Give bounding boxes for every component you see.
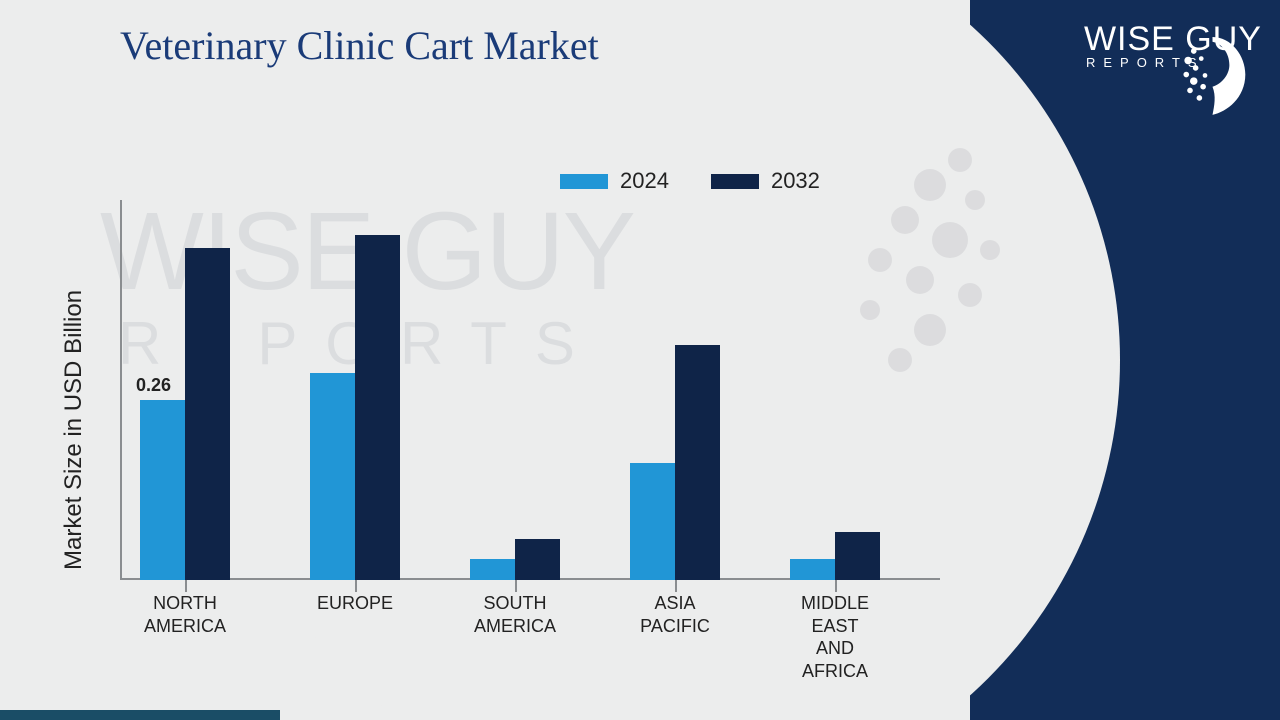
bar-series2 [515,539,560,580]
bar-group [790,532,880,580]
bar-series1 [140,400,185,580]
category-label: MIDDLEEASTANDAFRICA [760,592,910,682]
bar-series1 [790,559,835,580]
category-label: EUROPE [280,592,430,615]
chart-legend: 2024 2032 [560,168,820,194]
x-tick [355,580,357,592]
bar-group [140,248,230,580]
legend-item-2024: 2024 [560,168,669,194]
legend-swatch-2024 [560,174,608,189]
y-axis-label: Market Size in USD Billion [60,290,88,570]
category-label: ASIAPACIFIC [600,592,750,637]
bar-series2 [835,532,880,580]
bottom-accent-bar [0,710,280,720]
bar-value-label: 0.26 [136,375,171,396]
category-label: SOUTHAMERICA [440,592,590,637]
legend-item-2032: 2032 [711,168,820,194]
bar-group [310,235,400,580]
x-tick [675,580,677,592]
bar-series2 [675,345,720,580]
brand-logo: WISE GUY REPORTS [1084,20,1262,70]
bar-group [630,345,720,580]
bar-series2 [355,235,400,580]
bar-chart: 0.26NORTHAMERICAEUROPESOUTHAMERICAASIAPA… [120,200,940,580]
legend-label-2024: 2024 [620,168,669,194]
x-tick [185,580,187,592]
page-root: Veterinary Clinic Cart Market WISE GUY R… [0,0,1280,720]
brand-head-icon [1175,32,1250,117]
bar-series1 [310,373,355,580]
y-axis-line [120,200,122,580]
bar-series1 [470,559,515,580]
bar-series2 [185,248,230,580]
bar-series1 [630,463,675,580]
chart-title: Veterinary Clinic Cart Market [120,22,599,69]
legend-swatch-2032 [711,174,759,189]
x-tick [515,580,517,592]
category-label: NORTHAMERICA [110,592,260,637]
x-tick [835,580,837,592]
legend-label-2032: 2032 [771,168,820,194]
bar-group [470,539,560,580]
